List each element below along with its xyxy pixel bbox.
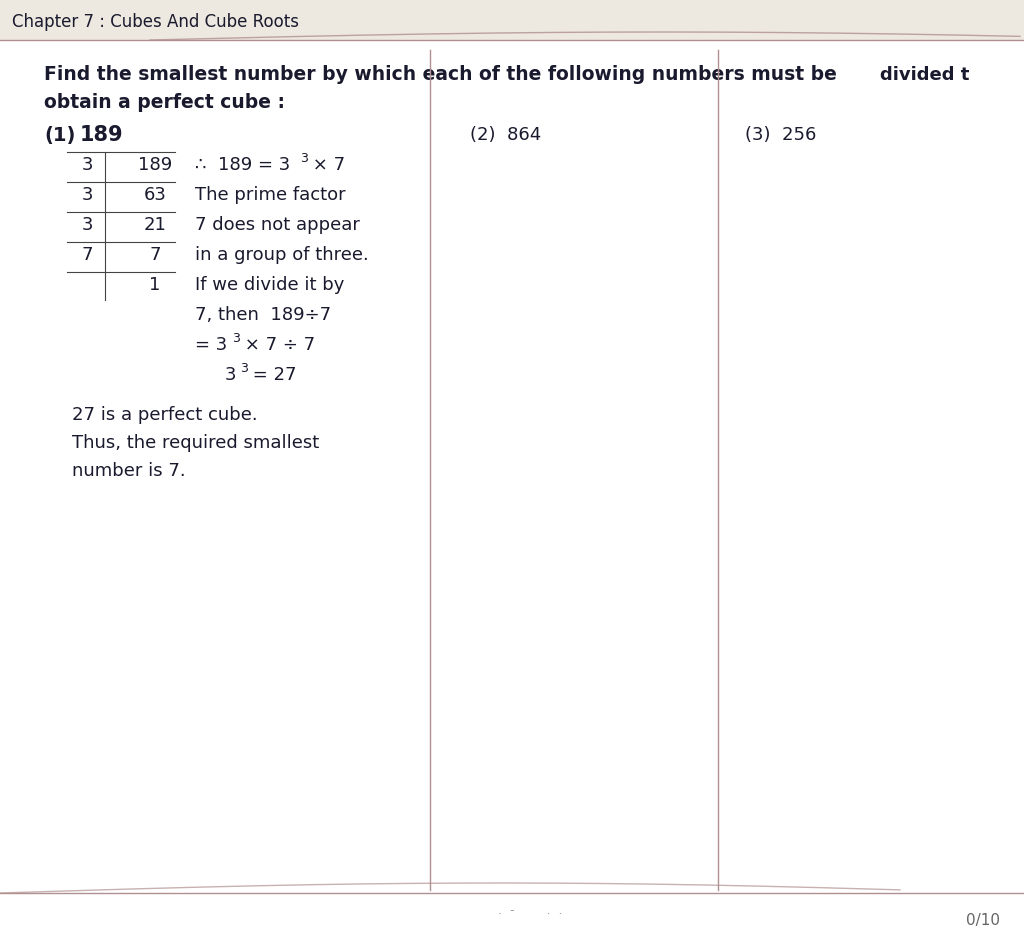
Text: 63: 63: [143, 186, 167, 204]
Text: .  -        .  .: . - . .: [498, 903, 562, 916]
Text: 3: 3: [232, 333, 240, 346]
Text: (1): (1): [44, 126, 76, 144]
Text: 3: 3: [81, 156, 93, 174]
Text: 0/10: 0/10: [966, 912, 1000, 927]
Text: 27 is a perfect cube.: 27 is a perfect cube.: [72, 406, 258, 424]
Text: in a group of three.: in a group of three.: [195, 246, 369, 264]
Bar: [0, 0, 1024, 40]
Text: 7 does not appear: 7 does not appear: [195, 216, 359, 234]
Text: 7: 7: [150, 246, 161, 264]
Text: (3)  256: (3) 256: [745, 126, 816, 144]
Text: (2)  864: (2) 864: [470, 126, 542, 144]
Text: = 3: = 3: [195, 336, 227, 354]
Text: number is 7.: number is 7.: [72, 462, 185, 480]
Text: Thus, the required smallest: Thus, the required smallest: [72, 434, 319, 452]
Text: 7: 7: [81, 246, 93, 264]
Text: Find the smallest number by which each of the following numbers must be: Find the smallest number by which each o…: [44, 65, 837, 85]
Text: divided t: divided t: [880, 66, 970, 84]
Text: 189: 189: [80, 125, 124, 145]
Text: 7, then  189÷7: 7, then 189÷7: [195, 306, 331, 324]
Text: 189: 189: [138, 156, 172, 174]
Text: If we divide it by: If we divide it by: [195, 276, 344, 294]
Text: × 7 ÷ 7: × 7 ÷ 7: [239, 336, 315, 354]
Text: = 27: = 27: [247, 366, 297, 384]
Text: The prime factor: The prime factor: [195, 186, 346, 204]
Text: obtain a perfect cube :: obtain a perfect cube :: [44, 92, 285, 112]
Text: 3: 3: [81, 186, 93, 204]
Text: 3: 3: [240, 363, 248, 376]
Text: Chapter 7 : Cubes And Cube Roots: Chapter 7 : Cubes And Cube Roots: [12, 13, 299, 31]
Text: 1: 1: [150, 276, 161, 294]
Text: ∴  189 = 3: ∴ 189 = 3: [195, 156, 290, 174]
Text: 21: 21: [143, 216, 167, 234]
Text: × 7: × 7: [307, 156, 345, 174]
Text: 3: 3: [300, 153, 308, 166]
Text: 3: 3: [225, 366, 237, 384]
Text: 3: 3: [81, 216, 93, 234]
